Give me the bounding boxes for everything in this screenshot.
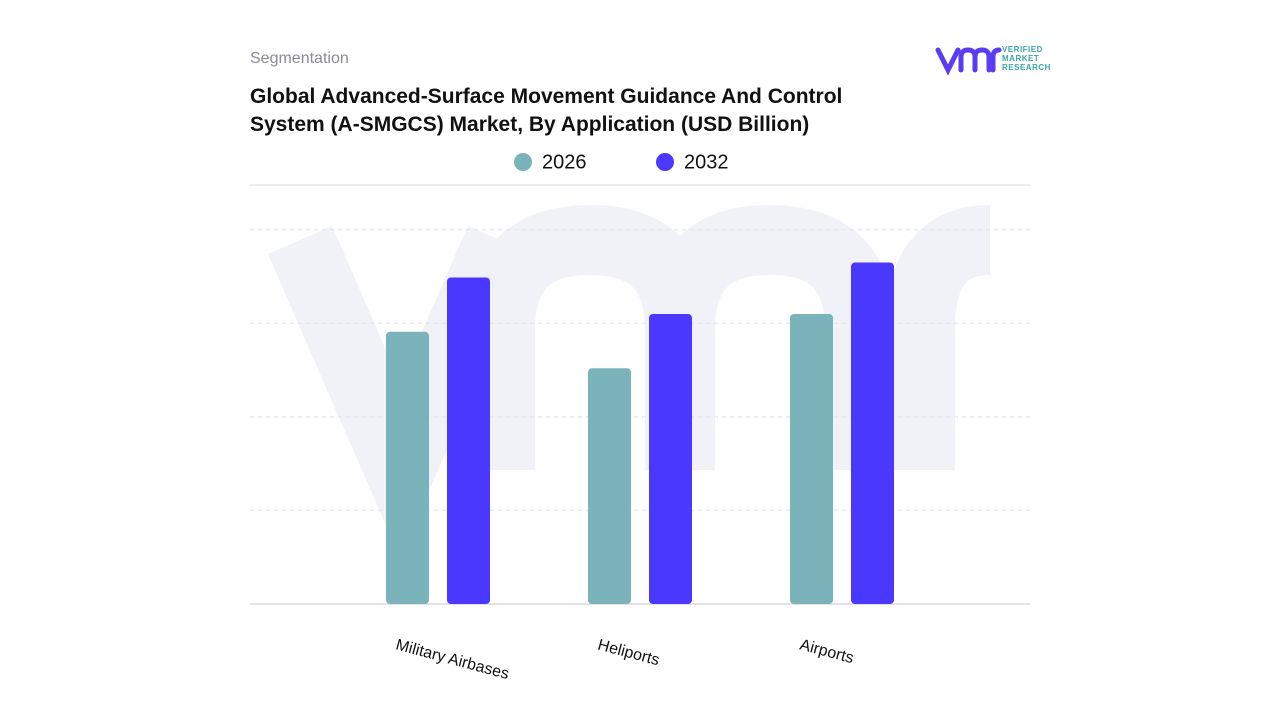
x-tick-label: Heliports <box>596 637 661 670</box>
bar <box>386 331 429 604</box>
chart-title: Global Advanced-Surface Movement Guidanc… <box>250 85 843 136</box>
legend-marker <box>656 153 674 171</box>
bar <box>588 368 631 604</box>
logo-mark <box>935 47 1002 76</box>
bar <box>447 277 490 604</box>
bar <box>851 262 894 604</box>
bar <box>649 313 692 604</box>
bar <box>790 313 833 604</box>
logo-text: RESEARCH <box>1002 63 1051 72</box>
logo-text: VERIFIED <box>1002 45 1043 54</box>
subtitle: Segmentation <box>250 50 349 67</box>
x-tick-label: Airports <box>798 637 856 668</box>
logo-text: MARKET <box>1002 54 1039 63</box>
legend-marker <box>514 153 532 171</box>
legend-label: 2032 <box>684 151 729 173</box>
x-tick-label: Military Airbases <box>394 637 511 684</box>
legend-label: 2026 <box>542 151 587 173</box>
